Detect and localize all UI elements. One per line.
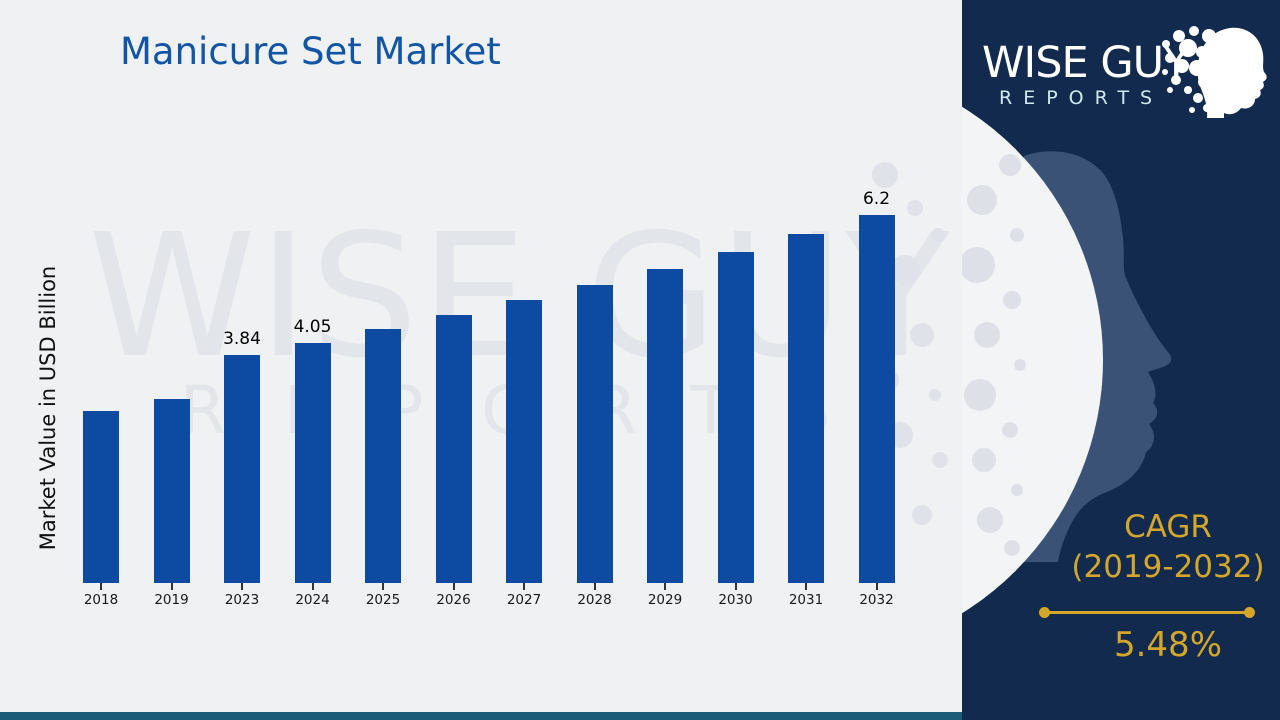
x-axis-tick-2032 bbox=[875, 583, 878, 590]
y-axis-label: Market Value in USD Billion bbox=[36, 265, 60, 551]
logo-wiseguy-text: WISE GUY bbox=[982, 38, 1189, 88]
x-axis-tick-2019 bbox=[170, 583, 173, 590]
bar-2031 bbox=[788, 234, 824, 583]
x-axis-tick-2031 bbox=[805, 583, 807, 590]
circle-dots bbox=[962, 154, 1026, 556]
bar-2032 bbox=[858, 215, 895, 583]
bar-2027 bbox=[506, 300, 542, 583]
logo-face-icon bbox=[1162, 26, 1267, 119]
bar-2029 bbox=[647, 269, 683, 583]
x-axis-tick-2026 bbox=[452, 583, 455, 590]
x-axis-label-2031: 2031 bbox=[788, 592, 824, 608]
bar-chart: 2018 2019 3.84 2023 4.05 2024 2025 2026 2027 2028… bbox=[83, 189, 895, 608]
bottom-accent-strip bbox=[0, 712, 962, 720]
x-axis-tick-2029 bbox=[664, 583, 666, 590]
cagr-underline bbox=[1039, 607, 1255, 619]
x-axis-tick-2027 bbox=[523, 583, 525, 590]
x-axis-tick-2030 bbox=[734, 583, 737, 590]
bar-2028 bbox=[576, 285, 613, 583]
x-axis-tick-2025 bbox=[382, 583, 384, 590]
bar-value-label-2024: 4.05 bbox=[293, 317, 332, 337]
x-axis-label-2029: 2029 bbox=[647, 592, 683, 608]
cagr-value: 5.48% bbox=[1113, 625, 1222, 666]
x-axis-label-2023: 2023 bbox=[224, 592, 260, 608]
x-axis-label-2026: 2026 bbox=[436, 592, 471, 608]
x-axis-label-2028: 2028 bbox=[577, 592, 612, 608]
x-axis-label-2030: 2030 bbox=[718, 592, 753, 608]
logo-reports-text: REPORTS bbox=[999, 87, 1164, 109]
bar-2030 bbox=[717, 252, 754, 583]
bar-2025 bbox=[365, 329, 401, 583]
bar-2018 bbox=[83, 411, 119, 583]
cagr-underline-right-dot bbox=[1244, 607, 1255, 619]
x-axis-label-2027: 2027 bbox=[506, 592, 542, 608]
brand-panel: WISE GUY REPORTS CAGR (2019-2032) 5.48% bbox=[962, 0, 1280, 720]
x-axis-label-2024: 2024 bbox=[295, 592, 330, 608]
bar-2024 bbox=[294, 343, 331, 583]
light-circle bbox=[962, 106, 1103, 614]
x-axis-tick-2018 bbox=[100, 583, 102, 590]
bar-value-label-2032: 6.2 bbox=[862, 189, 891, 209]
x-axis-label-2032: 2032 bbox=[859, 592, 894, 608]
bar-2026 bbox=[435, 315, 472, 583]
cagr-range: (2019-2032) bbox=[1071, 548, 1265, 585]
x-axis-tick-2028 bbox=[593, 583, 596, 590]
bar-value-label-2023: 3.84 bbox=[223, 329, 261, 349]
bar-2023 bbox=[224, 355, 260, 583]
page-title: Manicure Set Market bbox=[120, 30, 501, 73]
x-axis-tick-2024 bbox=[311, 583, 314, 590]
cagr-block: CAGR (2019-2032) 5.48% bbox=[1039, 508, 1278, 666]
x-axis-label-2019: 2019 bbox=[154, 592, 189, 608]
bar-2019 bbox=[153, 399, 190, 583]
cagr-underline-left-dot bbox=[1039, 607, 1050, 619]
panel-artwork bbox=[962, 106, 1172, 614]
x-axis-tick-2023 bbox=[241, 583, 243, 590]
x-axis-label-2018: 2018 bbox=[83, 592, 119, 608]
x-axis-label-2025: 2025 bbox=[365, 592, 401, 608]
cagr-label: CAGR bbox=[1124, 509, 1212, 545]
